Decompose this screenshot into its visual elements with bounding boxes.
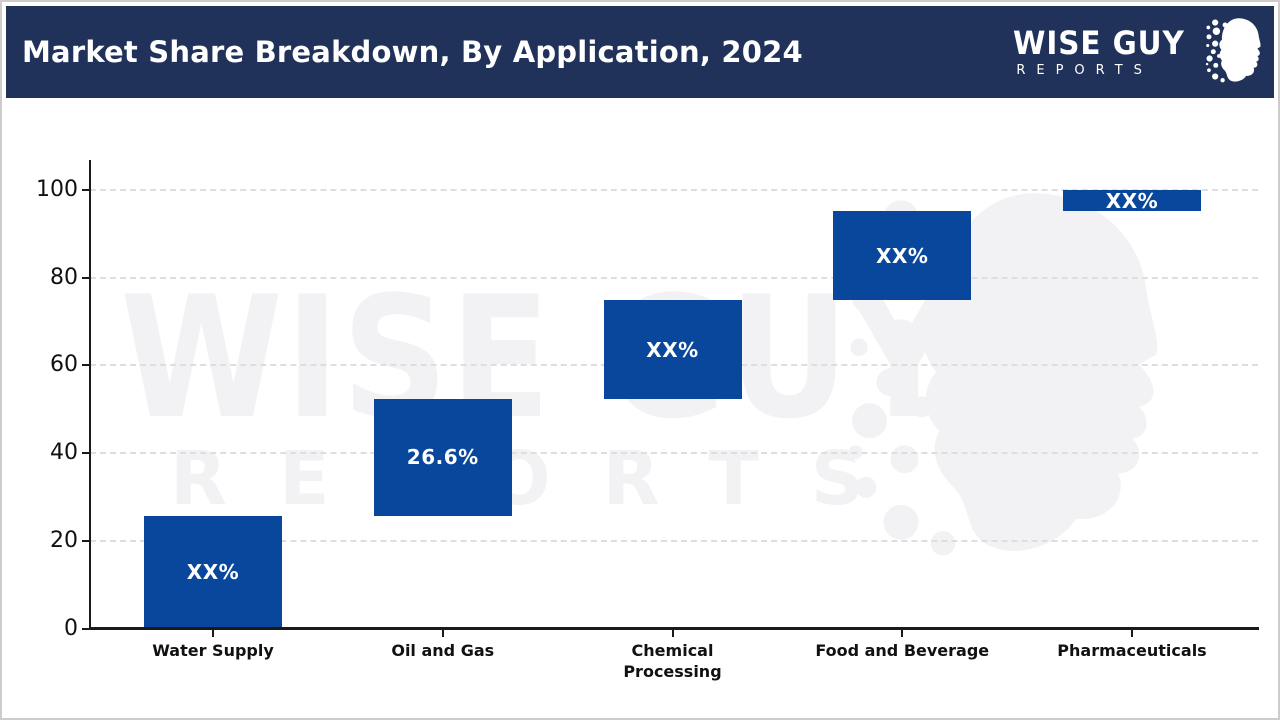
x-tick-mark <box>441 630 444 637</box>
y-tick-mark <box>82 452 90 455</box>
y-tick-label: 60 <box>50 352 78 378</box>
brand-subtitle: REPORTS <box>1016 62 1153 78</box>
x-category-label: Pharmaceuticals <box>1057 641 1207 660</box>
bar-5: XX% <box>1063 188 1201 213</box>
x-tick-mark <box>671 630 674 637</box>
y-tick-label: 80 <box>50 264 78 290</box>
x-category-label: Chemical Processing <box>623 641 722 681</box>
bar-value-label: XX% <box>1105 188 1159 213</box>
y-tick-mark <box>82 276 90 279</box>
bar-3: XX% <box>603 300 742 400</box>
y-tick-mark <box>82 364 90 367</box>
y-tick-label: 0 <box>64 615 78 641</box>
x-category-label: Food and Beverage <box>815 641 990 660</box>
brand-logo: WISE GUY REPORTS <box>1013 16 1266 88</box>
x-axis-line <box>89 627 1259 630</box>
face-profile-icon <box>1205 18 1261 83</box>
bar-1: XX% <box>144 515 282 629</box>
gridline <box>90 452 1258 455</box>
bar-value-label: XX% <box>186 560 240 585</box>
y-tick-label: 20 <box>50 527 78 553</box>
x-category-label: Water Supply <box>152 641 274 660</box>
y-tick-mark <box>82 189 90 191</box>
bar-value-label: 26.6% <box>406 445 479 470</box>
brand-text: WISE GUY REPORTS <box>1013 27 1200 78</box>
gridline <box>90 539 1258 542</box>
y-tick-label: 100 <box>36 177 78 202</box>
bar-value-label: XX% <box>876 243 929 268</box>
x-tick-mark <box>1131 630 1133 637</box>
bar-2: 26.6% <box>373 399 512 516</box>
bar-value-label: XX% <box>646 337 699 362</box>
x-tick-mark <box>212 630 214 637</box>
page-title: Market Share Breakdown, By Application, … <box>22 35 803 69</box>
x-category-label: Oil and Gas <box>391 641 495 660</box>
bar-4: XX% <box>833 211 972 301</box>
y-axis-line <box>89 160 91 629</box>
header-bar: Market Share Breakdown, By Application, … <box>6 6 1274 98</box>
brand-name: WISE GUY <box>1013 23 1186 62</box>
gridline <box>90 276 1258 279</box>
y-tick-mark <box>82 539 90 542</box>
gridline <box>90 189 1258 191</box>
y-tick-label: 40 <box>50 440 78 466</box>
y-tick-mark <box>82 627 90 630</box>
x-tick-mark <box>901 630 904 637</box>
